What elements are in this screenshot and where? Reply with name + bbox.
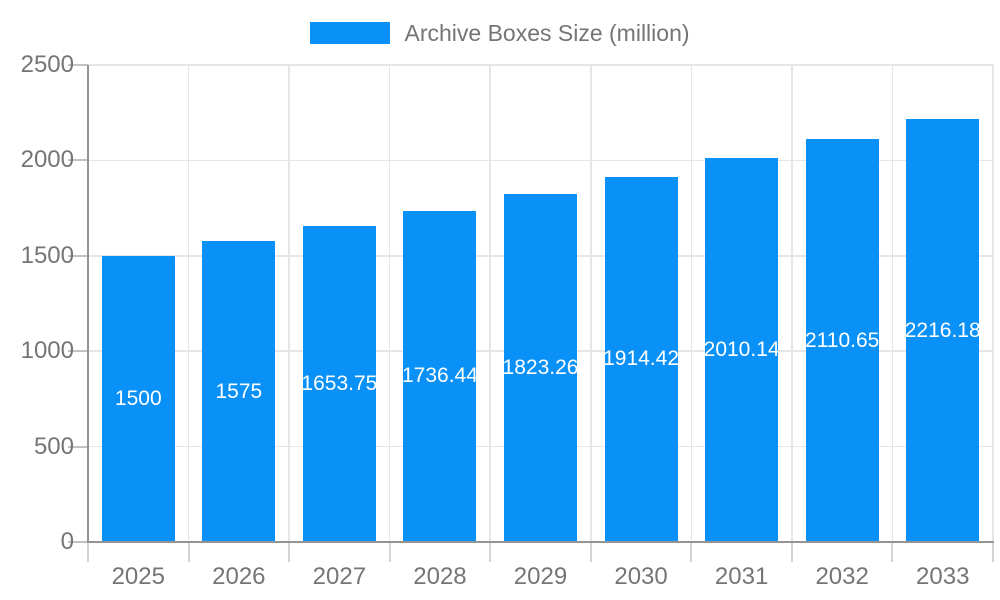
- x-axis-tick-label: 2032: [815, 563, 869, 590]
- x-axis-tick: [891, 542, 894, 562]
- x-axis-tick: [187, 542, 190, 562]
- legend: Archive Boxes Size (million): [0, 20, 1000, 46]
- bar-2028[interactable]: 1736.44: [403, 210, 477, 541]
- gridline: [791, 65, 793, 542]
- bar-value-label: 2110.65: [805, 328, 879, 352]
- bar-value-label: 1575: [215, 379, 263, 403]
- y-axis-tick: [68, 159, 88, 162]
- x-axis-tick: [589, 542, 592, 562]
- x-axis-tick-label: 2033: [916, 563, 970, 590]
- y-axis-tick: [68, 541, 88, 543]
- y-axis-tick: [68, 64, 88, 66]
- x-axis-tick-label: 2030: [614, 563, 668, 590]
- bar-value-label: 2216.18: [906, 318, 980, 342]
- bar-2026[interactable]: 1575: [202, 241, 276, 541]
- gridline: [388, 65, 391, 542]
- bar-2032[interactable]: 2110.65: [805, 139, 879, 541]
- bar-value-label: 1736.44: [403, 364, 477, 388]
- legend-label: Archive Boxes Size (million): [404, 19, 690, 46]
- x-axis-tick: [992, 542, 994, 562]
- bar-2029[interactable]: 1823.26: [504, 194, 577, 541]
- x-axis-tick: [489, 542, 492, 562]
- x-axis-tick-label: 2027: [312, 563, 367, 590]
- x-axis-tick-label: 2031: [714, 563, 769, 590]
- y-axis-tick-label: 2500: [20, 51, 74, 78]
- bar-2025[interactable]: 1500: [101, 255, 175, 541]
- x-axis-tick: [388, 542, 391, 562]
- y-axis-tick-label: 500: [33, 432, 74, 460]
- x-axis-tick: [288, 542, 291, 562]
- gridline: [992, 65, 994, 542]
- gridline: [187, 65, 190, 542]
- x-axis-tick: [87, 542, 89, 562]
- y-axis-tick: [68, 350, 88, 353]
- x-axis-line: [87, 541, 994, 543]
- x-axis-tick-label: 2025: [111, 563, 165, 590]
- bar-value-label: 1823.26: [504, 356, 577, 380]
- gridline: [690, 65, 693, 542]
- gridline: [891, 65, 894, 542]
- bar-2033[interactable]: 2216.18: [906, 119, 980, 541]
- y-axis-line: [87, 65, 89, 543]
- y-axis-tick-label: 2000: [20, 146, 74, 174]
- bar-value-label: 1653.75: [302, 372, 376, 396]
- bar-value-label: 1500: [114, 386, 162, 410]
- x-axis-tick-label: 2026: [212, 563, 266, 590]
- y-axis-tick-label: 1500: [20, 241, 74, 269]
- bar-2031[interactable]: 2010.14: [705, 158, 779, 541]
- legend-item[interactable]: Archive Boxes Size (million): [310, 19, 690, 47]
- x-axis-tick: [690, 542, 693, 562]
- gridline: [489, 65, 491, 542]
- legend-swatch: [310, 22, 391, 44]
- y-axis-tick-label: 1000: [20, 337, 74, 365]
- y-axis-tick: [68, 254, 88, 257]
- y-axis-tick: [68, 445, 88, 448]
- bar-value-label: 2010.14: [705, 338, 779, 362]
- bar-value-label: 1914.42: [604, 347, 678, 371]
- gridline: [88, 159, 993, 162]
- gridline: [88, 64, 993, 66]
- gridline: [590, 65, 592, 542]
- bar-2030[interactable]: 1914.42: [604, 176, 678, 541]
- x-axis-tick-label: 2029: [513, 563, 568, 590]
- x-axis-tick: [790, 542, 793, 562]
- gridline: [288, 65, 290, 542]
- y-axis-tick-label: 0: [60, 528, 74, 555]
- bar-2027[interactable]: 1653.75: [302, 226, 376, 541]
- x-axis-tick-label: 2028: [413, 563, 467, 590]
